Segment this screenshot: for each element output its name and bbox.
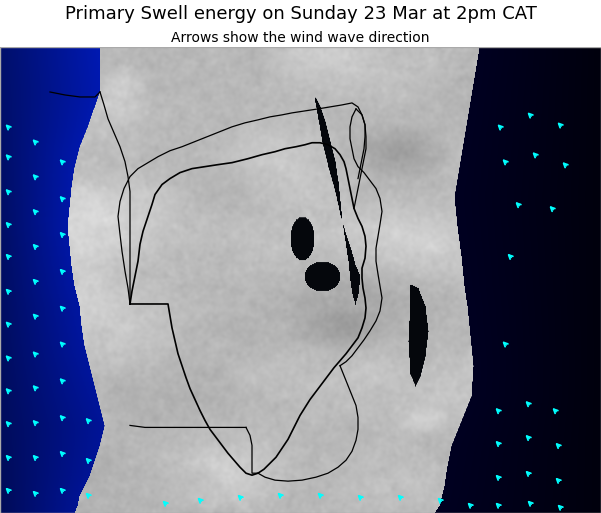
Text: Arrows show the wind wave direction: Arrows show the wind wave direction — [171, 31, 430, 45]
Text: Primary Swell energy on Sunday 23 Mar at 2pm CAT: Primary Swell energy on Sunday 23 Mar at… — [64, 5, 537, 23]
